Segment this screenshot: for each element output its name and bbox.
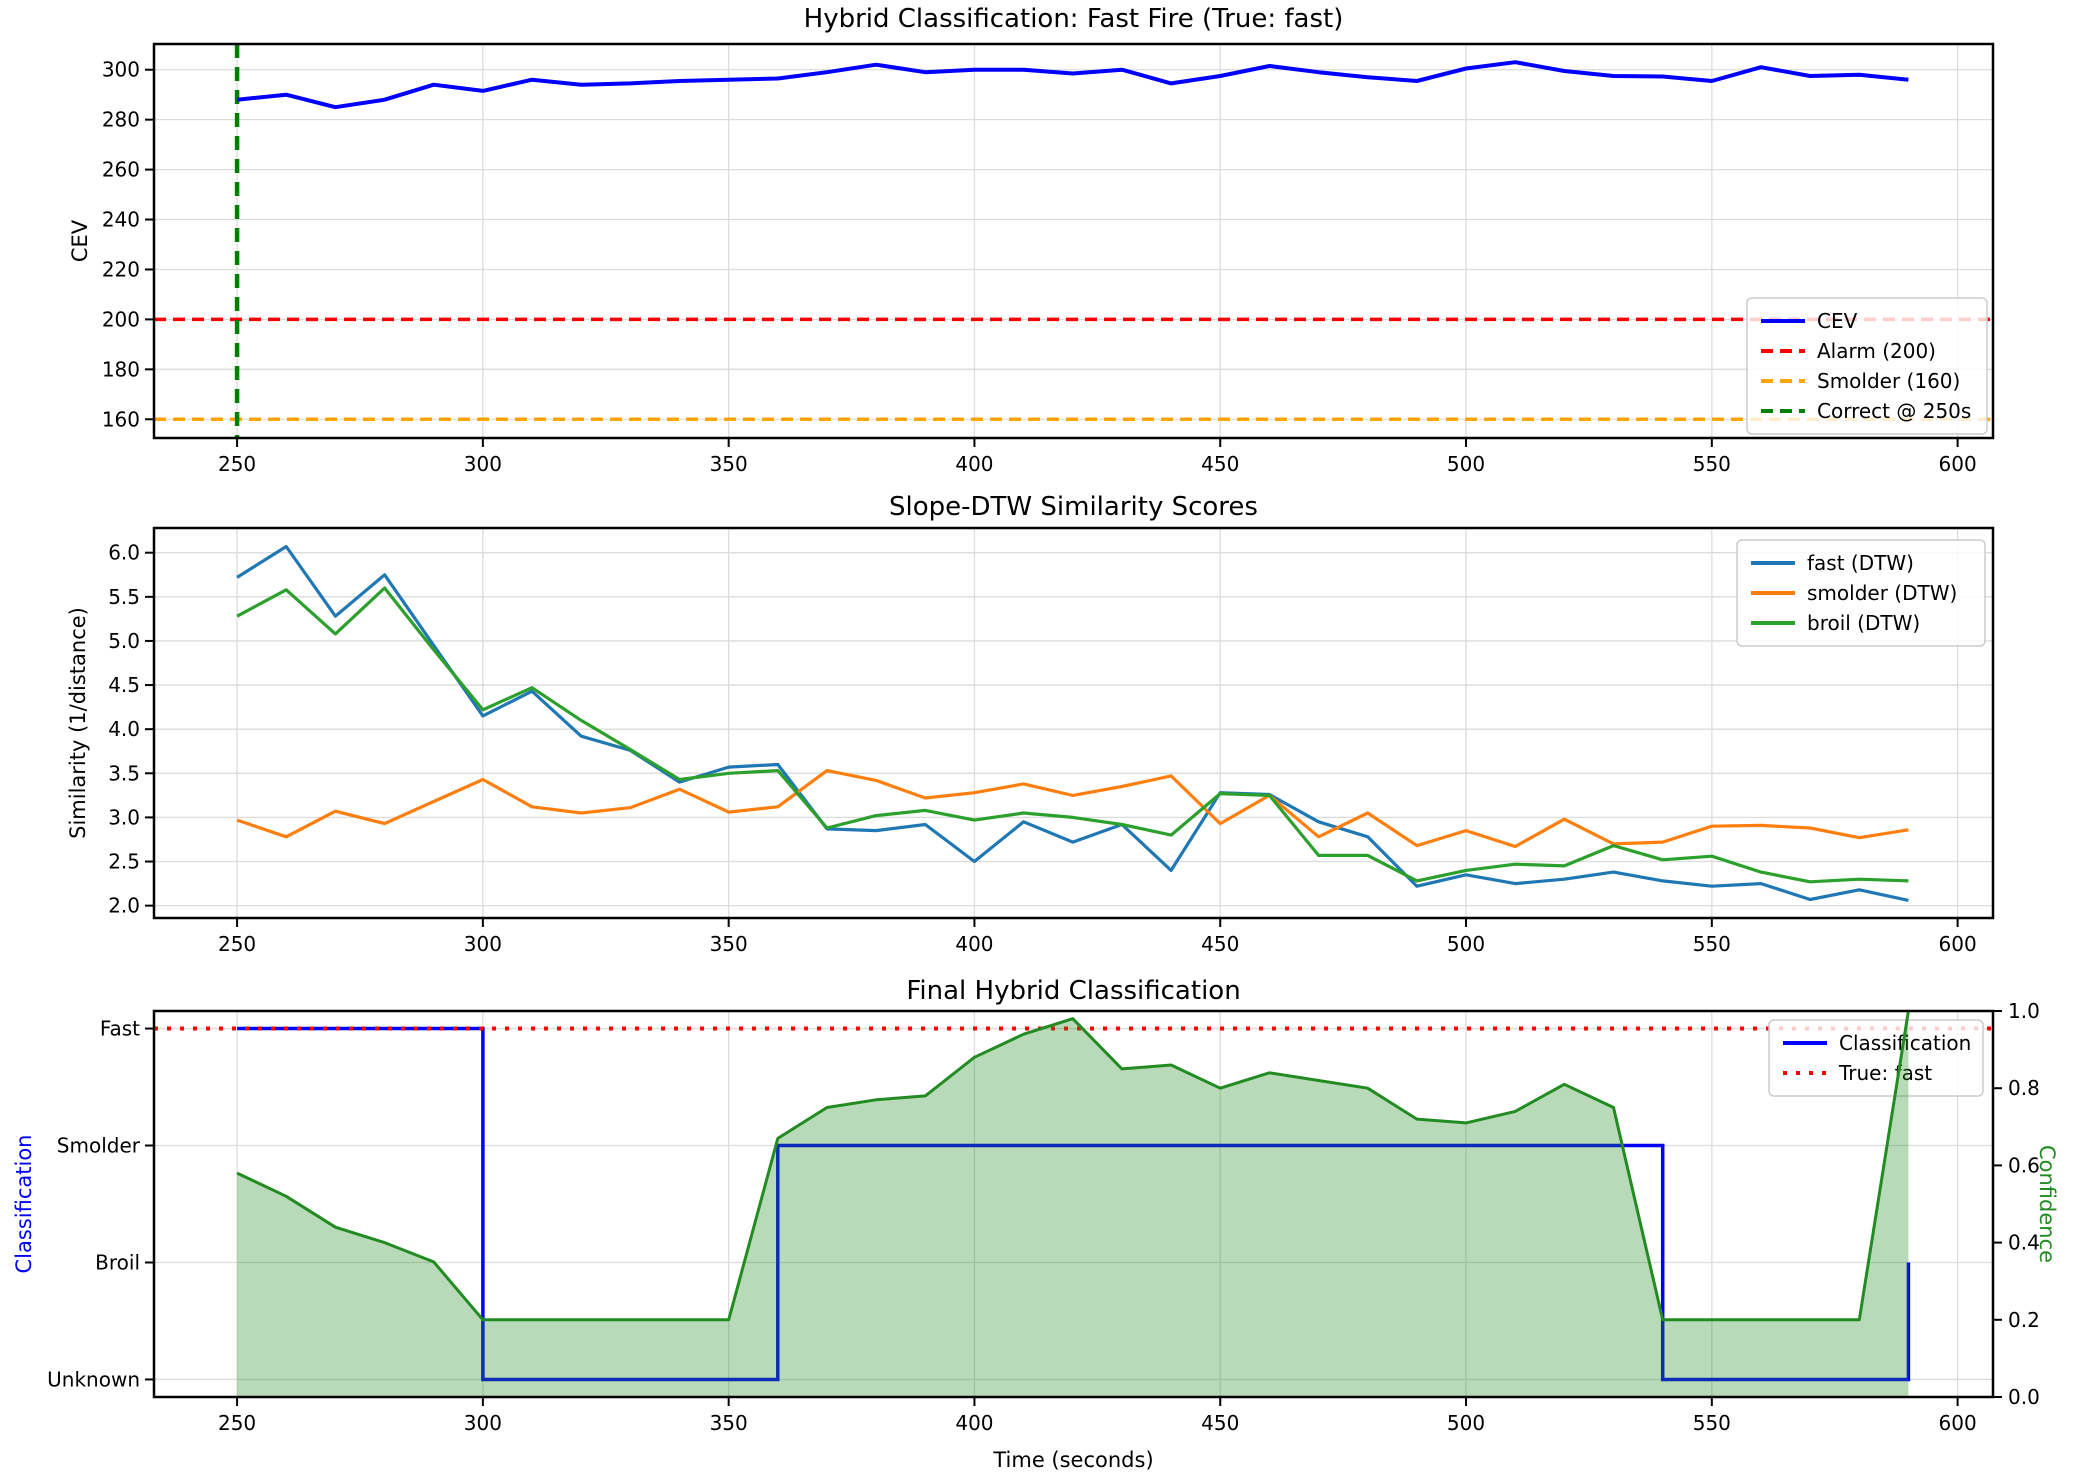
legend-label-broil-dtw: broil (DTW) <box>1807 611 1920 635</box>
y-tick-label: 6.0 <box>108 541 140 565</box>
y-tick-label: 220 <box>102 257 140 281</box>
y-tick-label: 3.0 <box>108 805 140 829</box>
cev-line <box>236 60 1909 110</box>
y-tick-label: Unknown <box>47 1367 140 1391</box>
bottom-chart-right-ylabel: Confidence <box>2035 1144 2059 1264</box>
right-y-tick-label: 0.6 <box>2008 1153 2040 1177</box>
legend-label-correct-250s: Correct @ 250s <box>1817 399 1971 423</box>
x-tick-label: 600 <box>1939 1411 1977 1435</box>
y-tick-label: 260 <box>102 158 140 182</box>
middle-chart-ylabel: Similarity (1/distance) <box>66 607 90 839</box>
x-tick-label: 550 <box>1693 452 1731 476</box>
bottom-chart-left-ylabel: Classification <box>12 1134 36 1274</box>
y-tick-label: 240 <box>102 208 140 232</box>
legend-label-true-fast: True: fast <box>1838 1061 1932 1085</box>
bottom-chart: ClassificationTrue: fast 250 300 350 400 450 5… <box>47 999 2040 1435</box>
y-tick-label: 2.0 <box>108 894 140 918</box>
x-tick-label: 350 <box>710 932 748 956</box>
x-tick-label: 300 <box>464 932 502 956</box>
y-tick-label: Fast <box>100 1017 140 1041</box>
y-tick-label: 160 <box>102 407 140 431</box>
smolder-dtw-line <box>236 768 1909 849</box>
right-y-tick-label: 0.4 <box>2008 1231 2040 1255</box>
x-tick-label: 500 <box>1447 452 1485 476</box>
y-tick-label: 280 <box>102 108 140 132</box>
classification-step-line <box>237 1026 1911 1382</box>
legend-box <box>1736 539 1986 647</box>
x-tick-label: 450 <box>1201 1411 1239 1435</box>
x-tick-label: 400 <box>955 452 993 476</box>
middle-chart-legend: fast (DTW) smolder (DTW) broil (DTW) <box>1736 539 1986 647</box>
axes-border <box>152 526 1995 920</box>
legend-box <box>1768 1019 1984 1097</box>
right-y-tick-label: 0.0 <box>2008 1385 2040 1409</box>
x-tick-label: 500 <box>1447 932 1485 956</box>
top-chart-title: Hybrid Classification: Fast Fire (True: … <box>803 4 1344 34</box>
y-tick-label: 5.5 <box>108 585 140 609</box>
confidence-line <box>236 1010 1910 1322</box>
confidence-area <box>237 1011 1909 1397</box>
broil-dtw-line <box>236 586 1909 884</box>
y-tick-label: Broil <box>95 1250 140 1274</box>
x-tick-label: 450 <box>1201 932 1239 956</box>
y-tick-label: 5.0 <box>108 629 140 653</box>
legend-label-alarm-200: Alarm (200) <box>1817 339 1936 363</box>
x-tick-label: 250 <box>218 1411 256 1435</box>
x-tick-label: 500 <box>1447 1411 1485 1435</box>
legend-label-cev: CEV <box>1817 309 1858 333</box>
y-tick-label: 4.0 <box>108 717 140 741</box>
x-tick-label: 400 <box>955 932 993 956</box>
x-tick-label: 450 <box>1201 452 1239 476</box>
legend-label-smolder-160: Smolder (160) <box>1817 369 1960 393</box>
legend-label-smolder-dtw: smolder (DTW) <box>1807 581 1957 605</box>
right-y-tick-label: 0.2 <box>2008 1308 2040 1332</box>
top-chart-legend: CEV Alarm (200) Smolder (160) Correct @ 250… <box>1746 297 1988 435</box>
x-tick-label: 400 <box>955 1411 993 1435</box>
x-tick-label: 550 <box>1693 932 1731 956</box>
y-tick-label: Smolder <box>57 1134 141 1158</box>
bottom-chart-legend: ClassificationTrue: fast <box>1768 1019 1984 1097</box>
right-y-tick-label: 1.0 <box>2008 999 2040 1023</box>
middle-chart: 250 300 350 400 450 500 550 600 2.0 2.5 3.0 3.5 4.0 4… <box>108 526 1995 956</box>
top-chart-ylabel: CEV <box>68 219 92 263</box>
x-tick-label: 600 <box>1939 452 1977 476</box>
y-tick-label: 200 <box>102 307 140 331</box>
y-tick-label: 4.5 <box>108 673 140 697</box>
x-tick-label: 250 <box>218 452 256 476</box>
y-tick-label: 180 <box>102 357 140 381</box>
top-chart: 250 300 350 400 450 500 550 600 160 180 200 220 240 2… <box>102 42 1995 476</box>
x-axis-label: Time (seconds) <box>993 1448 1154 1472</box>
middle-chart-title: Slope-DTW Similarity Scores <box>889 492 1258 522</box>
y-tick-label: 3.5 <box>108 761 140 785</box>
x-tick-label: 250 <box>218 932 256 956</box>
x-tick-label: 350 <box>710 1411 748 1435</box>
legend-box <box>1746 297 1988 435</box>
y-tick-label: 2.5 <box>108 850 140 874</box>
y-tick-label: 300 <box>102 58 140 82</box>
legend-label-fast-dtw: fast (DTW) <box>1807 551 1914 575</box>
x-tick-label: 300 <box>464 1411 502 1435</box>
fast-dtw-line <box>236 544 1909 902</box>
axes-border <box>152 1009 1995 1399</box>
x-tick-label: 350 <box>710 452 748 476</box>
right-y-tick-label: 0.8 <box>2008 1076 2040 1100</box>
bottom-chart-title: Final Hybrid Classification <box>906 976 1241 1006</box>
x-tick-label: 550 <box>1693 1411 1731 1435</box>
x-tick-label: 300 <box>464 452 502 476</box>
x-tick-label: 600 <box>1939 932 1977 956</box>
axes-border <box>152 42 1995 440</box>
